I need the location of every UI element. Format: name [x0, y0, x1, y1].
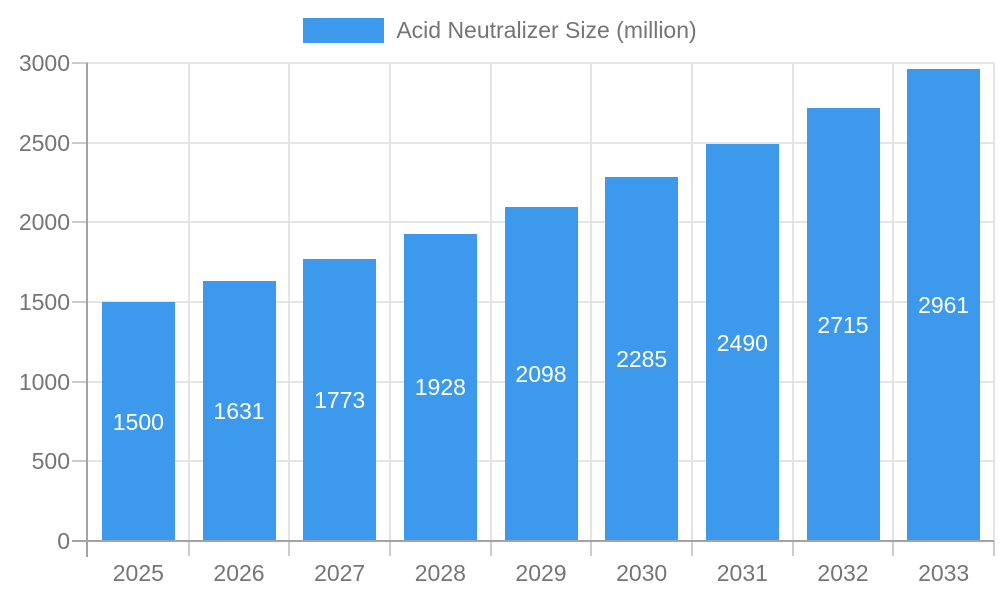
y-tick	[72, 141, 88, 144]
bar-value-label: 2715	[817, 311, 869, 338]
x-tick-label: 2026	[213, 560, 265, 586]
y-tick-label: 2500	[18, 129, 70, 156]
legend[interactable]: Acid Neutralizer Size (million)	[0, 17, 1000, 43]
bar-value-label: 2285	[616, 345, 668, 372]
x-tick-label: 2033	[918, 560, 970, 586]
x-tick-label: 2030	[616, 560, 668, 586]
gridline-h	[88, 62, 994, 64]
legend-label: Acid Neutralizer Size (million)	[396, 17, 697, 43]
x-tick	[389, 541, 391, 556]
bar[interactable]	[605, 176, 679, 541]
bar[interactable]	[504, 206, 578, 541]
bar-value-label: 2961	[918, 292, 970, 319]
bar-value-label: 1500	[112, 408, 164, 435]
gridline-v	[489, 63, 492, 541]
bar-value-label: 2098	[515, 360, 567, 387]
x-tick	[288, 541, 291, 556]
bar-value-label: 1631	[213, 398, 265, 425]
gridline-v	[691, 63, 693, 541]
x-tick-label: 2029	[515, 560, 567, 586]
y-tick	[72, 460, 88, 463]
x-tick	[489, 541, 492, 556]
y-tick	[72, 62, 88, 64]
bar[interactable]	[202, 281, 276, 541]
bar[interactable]	[101, 302, 175, 541]
y-tick	[72, 380, 88, 383]
gridline-h	[88, 141, 994, 144]
gridline-v	[791, 63, 794, 541]
x-tick-label: 2027	[314, 560, 366, 586]
bar[interactable]	[705, 144, 779, 541]
y-tick-label: 0	[57, 528, 70, 554]
x-tick	[187, 541, 190, 556]
gridline-v	[993, 63, 995, 541]
y-tick-label: 2000	[18, 209, 70, 236]
x-tick-label: 2031	[716, 560, 768, 586]
y-tick	[72, 301, 88, 303]
gridline-v	[590, 63, 593, 541]
x-tick	[691, 541, 693, 556]
bar[interactable]	[907, 69, 981, 541]
y-axis-line	[86, 63, 88, 557]
bar[interactable]	[806, 108, 880, 541]
x-tick	[791, 541, 794, 556]
x-tick-label: 2032	[817, 560, 869, 586]
y-tick-label: 500	[31, 448, 70, 475]
gridline-v	[892, 63, 895, 541]
y-tick-label: 1000	[18, 368, 70, 395]
x-axis-line	[72, 540, 994, 542]
legend-swatch	[303, 17, 385, 43]
bar-value-label: 2490	[716, 329, 768, 356]
gridline-v	[288, 63, 291, 541]
x-tick	[892, 541, 895, 556]
x-tick-label: 2028	[414, 560, 466, 586]
x-tick	[590, 541, 593, 556]
bar-value-label: 1928	[414, 374, 466, 401]
bar-value-label: 1773	[314, 386, 366, 413]
gridline-v	[389, 63, 391, 541]
gridline-v	[187, 63, 190, 541]
y-tick-label: 1500	[18, 289, 70, 315]
y-tick	[72, 221, 88, 224]
bar[interactable]	[403, 233, 477, 541]
x-tick	[993, 541, 995, 556]
x-tick-label: 2025	[112, 560, 164, 586]
y-tick-label: 3000	[18, 50, 70, 76]
bar[interactable]	[303, 258, 377, 541]
plot-area: 1500 1631 1773 1928 2098 2285 2490 2715 2961	[88, 62, 995, 541]
